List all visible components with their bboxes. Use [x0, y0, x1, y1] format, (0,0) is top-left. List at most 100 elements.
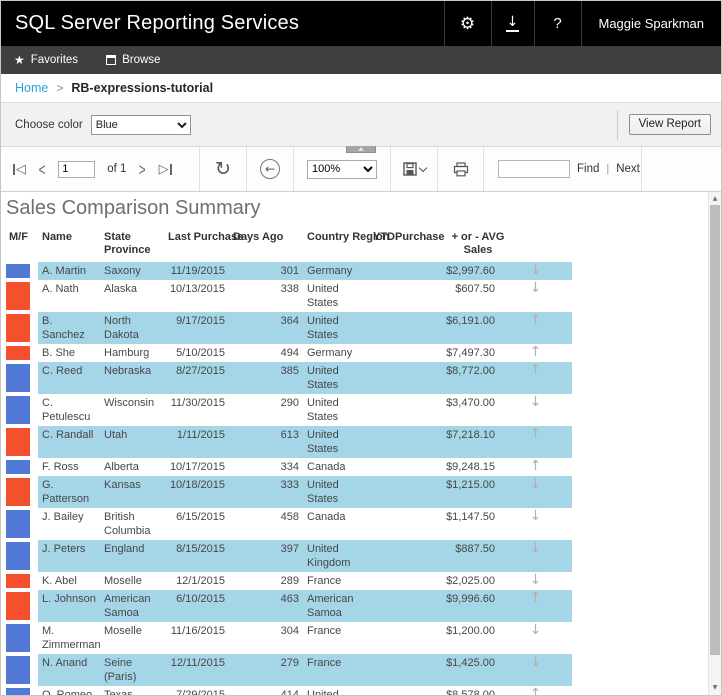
ytd-purchase-cell: $1,215.00 [369, 476, 499, 508]
vertical-scrollbar[interactable]: ▲ ▼ [708, 192, 721, 695]
col-header-name: Name [42, 231, 72, 243]
days-ago-cell: 290 [280, 397, 299, 409]
days-ago-cell: 613 [229, 426, 303, 458]
parameters-panel: Choose color Blue View Report [1, 102, 721, 147]
report-area: Sales Comparison Summary M/F Name State … [1, 192, 721, 695]
back-button[interactable]: ← [260, 159, 280, 179]
state-cell: Nebraska [100, 362, 164, 394]
page-nav-group: ◁ < of 1 > ▷ [1, 147, 200, 191]
color-select[interactable]: Blue [90, 114, 191, 135]
view-report-button[interactable]: View Report [628, 114, 711, 135]
scroll-up-button[interactable]: ▲ [712, 195, 718, 202]
zoom-group: 100% [294, 147, 391, 191]
name-cell: G. Patterson [38, 476, 100, 508]
country-cell: Canada [307, 511, 346, 523]
name-cell: C. Randall [38, 426, 100, 458]
gender-cell [5, 476, 38, 508]
back-arrow-icon: ← [264, 162, 276, 176]
female-color-swatch [6, 282, 30, 310]
days-ago-cell: 458 [280, 511, 299, 523]
state-cell: Alaska [104, 283, 138, 295]
male-color-swatch [6, 460, 30, 474]
country-cell: Germany [307, 347, 353, 359]
find-next-button[interactable]: Next [616, 163, 640, 175]
report-toolbar: ◁ < of 1 > ▷ ↻ ← 100% [1, 146, 721, 192]
parameters-collapse-handle[interactable] [346, 146, 376, 153]
days-ago-cell: 385 [229, 362, 303, 394]
last-purchase-cell: 8/27/2015 [164, 362, 229, 394]
last-purchase-cell: 10/18/2015 [164, 476, 229, 508]
col-header-mf: M/F [9, 231, 28, 243]
page-number-input[interactable] [58, 160, 96, 178]
help-button[interactable]: ? [533, 1, 581, 46]
gender-cell [5, 508, 38, 540]
print-button[interactable] [438, 147, 484, 191]
gender-cell [5, 362, 38, 394]
state-cell: Alberta [104, 461, 139, 473]
days-ago-cell: 364 [229, 312, 303, 344]
trend-cell: ↓ [499, 508, 572, 540]
trend-cell: ↓ [499, 394, 572, 426]
first-page-button[interactable]: ◁ [13, 163, 26, 176]
days-ago-cell: 334 [280, 461, 299, 473]
last-purchase-cell: 6/10/2015 [164, 590, 229, 622]
col-header-country: Country Region [307, 231, 390, 243]
trend-down-arrow-icon: ↓ [529, 394, 542, 410]
nav-browse[interactable]: Browse [106, 54, 160, 66]
state-cell: Kansas [100, 476, 164, 508]
col-header-state: State Province [104, 231, 151, 256]
search-input[interactable] [498, 160, 570, 178]
female-color-swatch [6, 574, 30, 588]
table-row: B. Sanchez North Dakota 9/17/2015 364 United… [5, 312, 572, 344]
last-page-button[interactable]: ▷ [159, 163, 172, 176]
help-icon: ? [553, 15, 562, 32]
find-button[interactable]: Find [577, 163, 600, 175]
table-row: J. Bailey British Columbia 6/15/2015 458 Can… [5, 508, 572, 540]
settings-button[interactable]: ⚙ [443, 1, 491, 46]
female-color-swatch [6, 346, 30, 360]
scrollbar-thumb[interactable] [710, 205, 720, 655]
next-page-button[interactable]: > [139, 160, 146, 178]
export-button[interactable] [391, 147, 438, 191]
user-menu[interactable]: Maggie Sparkman [580, 1, 722, 46]
last-purchase-cell: 6/15/2015 [176, 511, 225, 523]
refresh-group: ↻ [200, 147, 247, 191]
nav-favorites[interactable]: ★ Favorites [14, 54, 78, 66]
table-row: C. Reed Nebraska 8/27/2015 385 United States… [5, 362, 572, 394]
col-header-ytd: YTDPurchase [373, 231, 445, 243]
female-color-swatch [6, 428, 30, 456]
trend-cell: ↓ [499, 262, 572, 280]
previous-page-icon: < [38, 159, 46, 179]
breadcrumb-home-link[interactable]: Home [15, 81, 49, 95]
gender-cell [5, 312, 38, 344]
days-ago-cell: 414 [280, 689, 299, 695]
gender-cell [5, 458, 38, 476]
chevron-down-icon [418, 163, 427, 172]
gender-cell [5, 590, 38, 622]
ytd-purchase-cell: $1,425.00 [369, 654, 499, 686]
name-cell: O. Romeo [42, 689, 93, 695]
zoom-select[interactable]: 100% [307, 159, 377, 179]
country-cell: United States [307, 397, 339, 423]
previous-page-button[interactable]: < [39, 160, 46, 178]
gender-cell [5, 654, 38, 686]
scroll-down-button[interactable]: ▼ [712, 684, 718, 691]
trend-down-arrow-icon: ↓ [529, 654, 542, 670]
ytd-purchase-cell: $9,248.15 [446, 461, 495, 473]
trend-down-arrow-icon: ↓ [529, 476, 542, 492]
trend-down-arrow-icon: ↓ [529, 622, 542, 638]
name-cell: J. Bailey [42, 511, 84, 523]
male-color-swatch [6, 364, 30, 392]
gender-cell [5, 426, 38, 458]
table-row: F. Ross Alberta 10/17/2015 334 Canada $9,248.… [5, 458, 572, 476]
ytd-purchase-cell: $8,772.00 [369, 362, 499, 394]
refresh-button[interactable]: ↻ [215, 159, 231, 179]
days-ago-cell: 338 [280, 283, 299, 295]
gender-cell [5, 686, 38, 695]
trend-up-arrow-icon: ↑ [529, 458, 542, 474]
download-button[interactable]: ↓ [490, 1, 534, 46]
star-icon: ★ [14, 53, 25, 67]
days-ago-cell: 494 [280, 347, 299, 359]
male-color-swatch [6, 542, 30, 570]
